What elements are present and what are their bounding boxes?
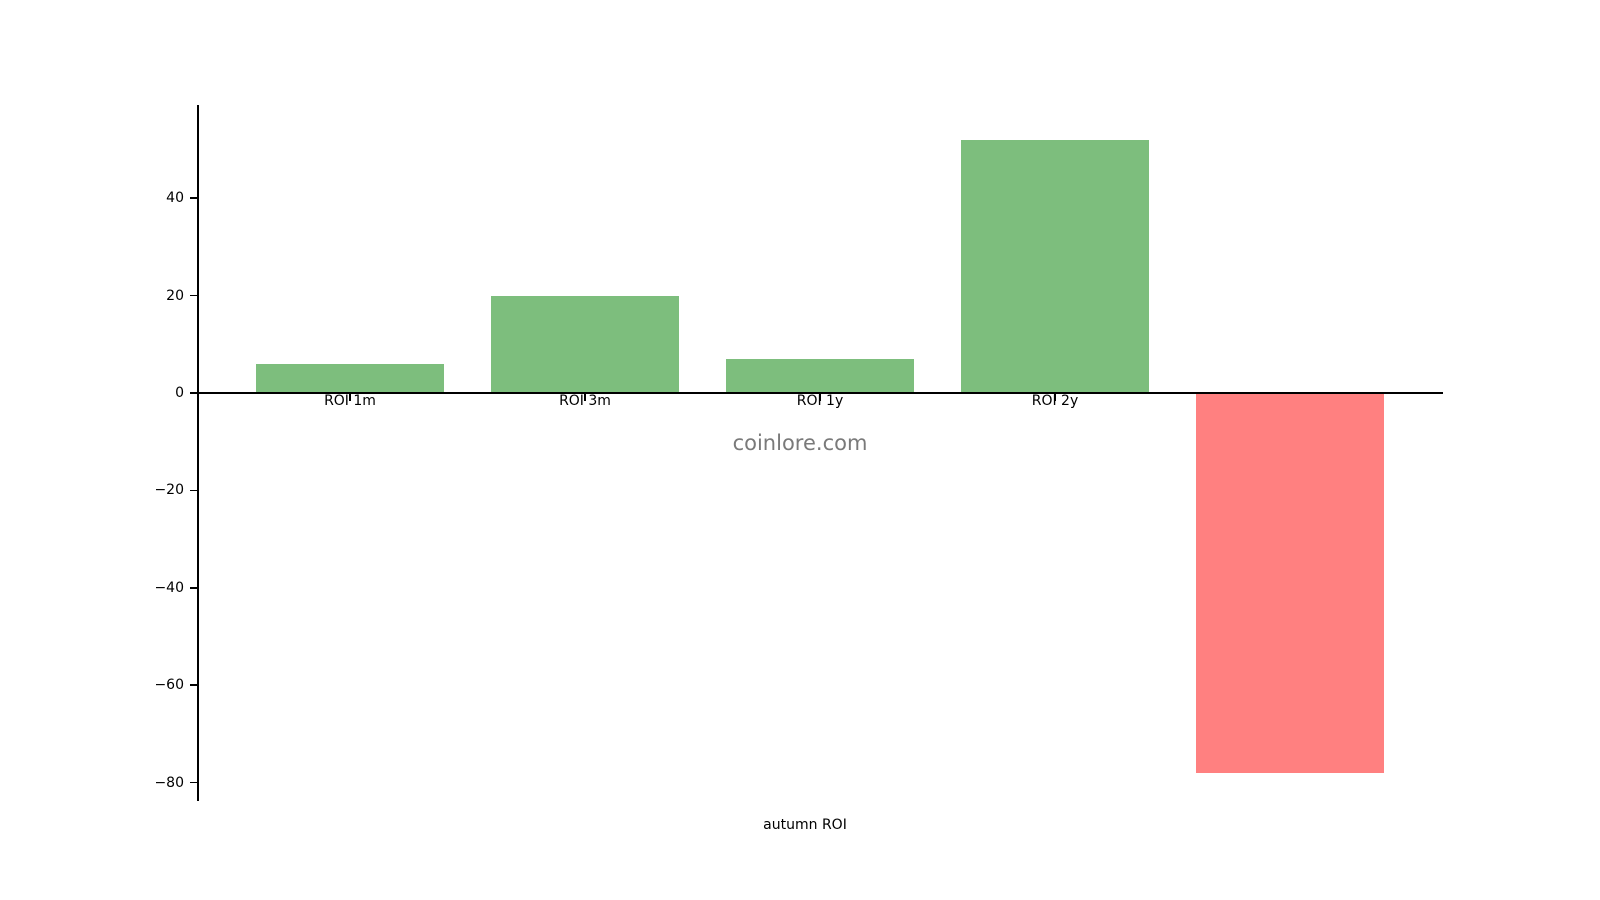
y-axis-tick: [190, 587, 197, 589]
y-tick-label: −80: [154, 774, 184, 791]
x-axis-line: [197, 392, 1443, 394]
watermark-text: coinlore.com: [732, 431, 868, 455]
y-axis-tick: [190, 684, 197, 686]
bar-roi-2y: [961, 139, 1149, 393]
y-tick-label: −40: [154, 579, 184, 596]
x-axis-tick: [349, 393, 351, 401]
x-axis-tick: [584, 393, 586, 401]
y-axis-tick: [190, 781, 197, 784]
y-tick-label: 0: [175, 385, 184, 401]
y-axis-tick: [190, 197, 197, 199]
y-tick-label: 40: [166, 190, 184, 207]
x-tick-label: ROI 1y: [796, 393, 844, 409]
x-tick-label: ROI 3m: [559, 393, 611, 409]
bar-roi-3m: [491, 295, 679, 393]
y-axis-spine: [197, 105, 199, 801]
x-tick-label: ROI 2y: [1031, 393, 1079, 409]
bar-roi-1m: [256, 363, 444, 393]
y-tick-label: −20: [154, 482, 184, 499]
y-axis-tick: [190, 294, 197, 297]
y-tick-label: 20: [166, 287, 184, 304]
x-axis-title: autumn ROI: [763, 817, 847, 833]
x-axis-tick: [819, 393, 821, 401]
y-axis-tick: [190, 392, 197, 394]
bar-roi-1y: [726, 358, 914, 393]
y-axis-tick: [190, 489, 197, 492]
x-axis-tick: [1054, 393, 1056, 401]
x-tick-label: ROI 1m: [324, 393, 376, 409]
y-tick-label: −60: [154, 677, 184, 694]
bar-unlabeled: [1196, 393, 1384, 773]
